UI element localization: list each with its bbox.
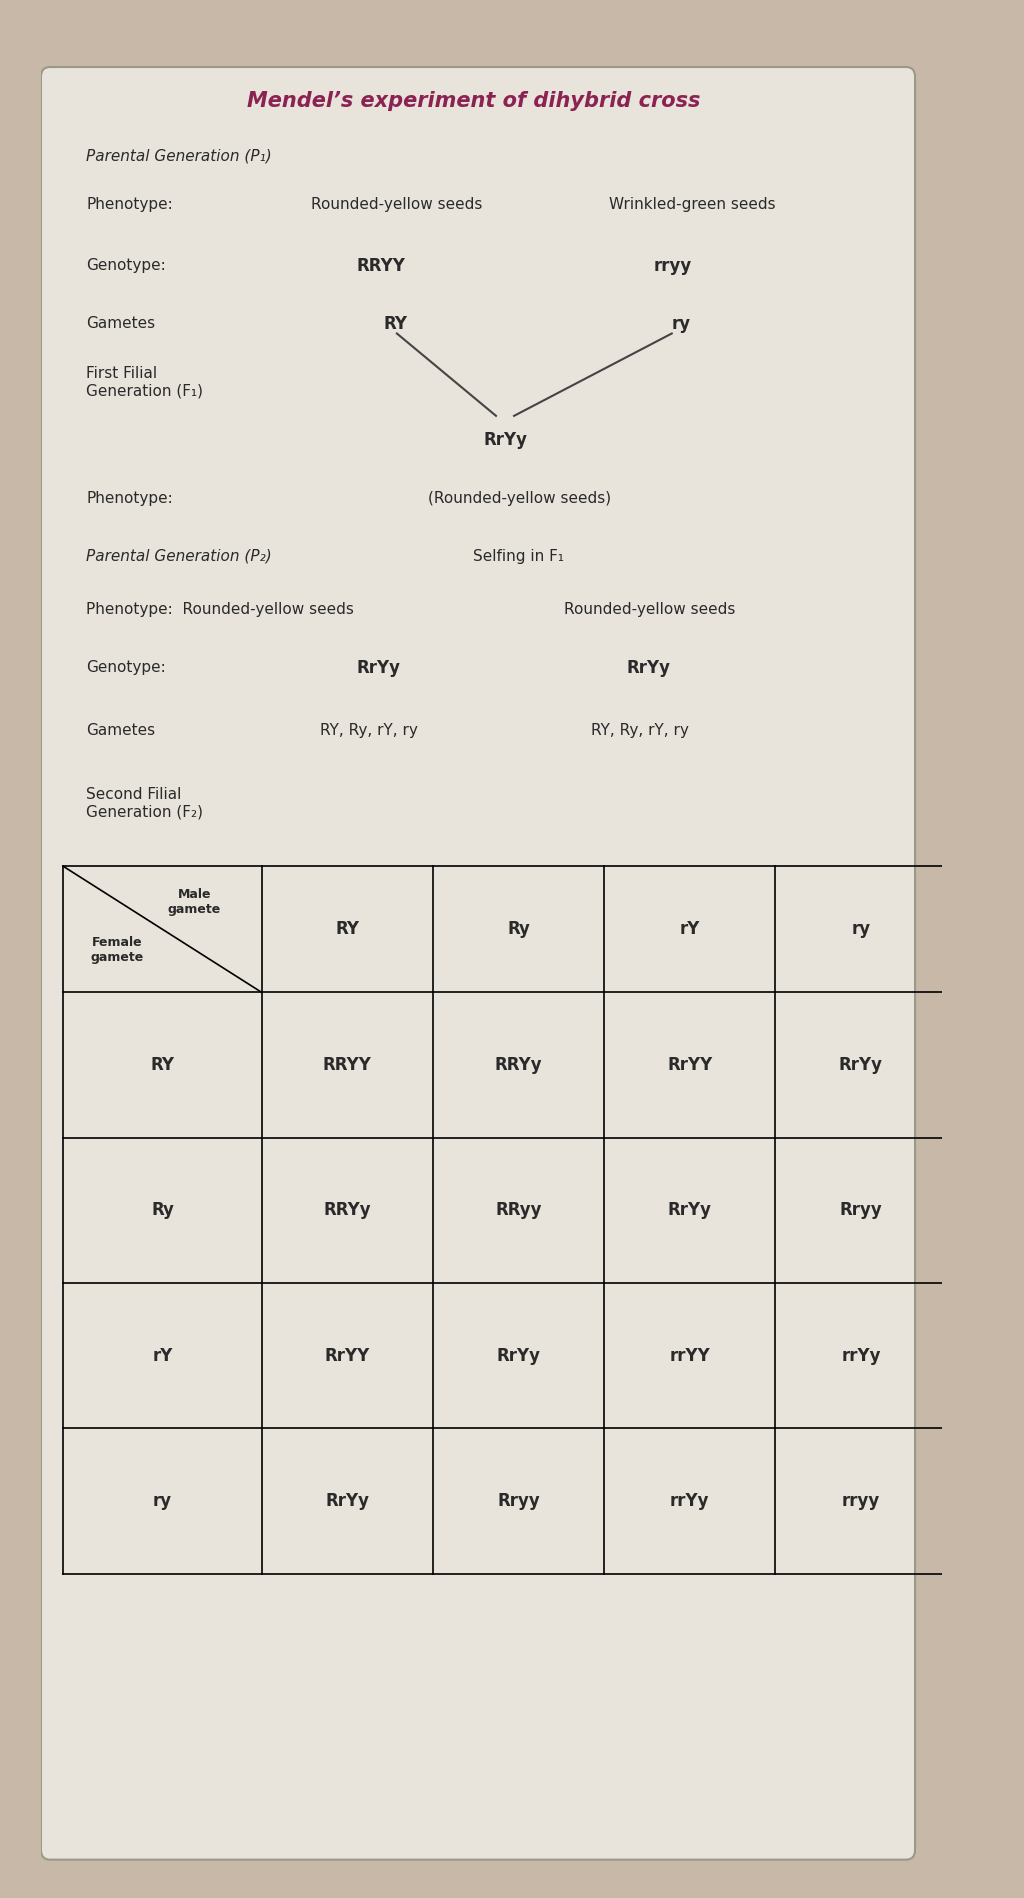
Text: RrYY: RrYY [325, 1348, 370, 1365]
Text: RRYy: RRYy [324, 1201, 371, 1219]
Text: RrYy: RrYy [839, 1055, 883, 1074]
Text: Mendel’s experiment of dihybrid cross: Mendel’s experiment of dihybrid cross [247, 91, 700, 110]
Text: RrYY: RrYY [668, 1055, 713, 1074]
Text: RRyy: RRyy [496, 1201, 542, 1219]
Text: RRYy: RRYy [495, 1055, 543, 1074]
Text: RY: RY [383, 315, 408, 332]
Text: ry: ry [672, 315, 691, 332]
Text: Ry: Ry [152, 1201, 174, 1219]
Text: RrYy: RrYy [497, 1348, 541, 1365]
Text: RrYy: RrYy [668, 1201, 712, 1219]
Text: Parental Generation (P₂): Parental Generation (P₂) [86, 549, 271, 564]
Text: RrYy: RrYy [627, 659, 671, 678]
Text: Second Filial
Generation (F₂): Second Filial Generation (F₂) [86, 788, 203, 820]
Text: rrYy: rrYy [842, 1348, 881, 1365]
Text: rryy: rryy [653, 256, 692, 275]
FancyBboxPatch shape [41, 66, 915, 1860]
Text: Genotype:: Genotype: [86, 661, 166, 676]
Text: Wrinkled-green seeds: Wrinkled-green seeds [608, 197, 775, 213]
Text: Rryy: Rryy [840, 1201, 883, 1219]
Text: RrYy: RrYy [356, 659, 400, 678]
Text: RRYY: RRYY [323, 1055, 372, 1074]
Text: Phenotype:: Phenotype: [86, 197, 173, 213]
Text: RY: RY [335, 921, 359, 938]
Text: RrYy: RrYy [326, 1492, 370, 1511]
Text: Parental Generation (P₁): Parental Generation (P₁) [86, 148, 271, 163]
Text: rrYy: rrYy [670, 1492, 710, 1511]
Text: RY, Ry, rY, ry: RY, Ry, rY, ry [591, 723, 688, 738]
Text: ry: ry [851, 921, 870, 938]
Text: ry: ry [153, 1492, 172, 1511]
Text: Female
gamete: Female gamete [91, 936, 144, 964]
Text: RY, Ry, rY, ry: RY, Ry, rY, ry [321, 723, 418, 738]
Text: Rounded-yellow seeds: Rounded-yellow seeds [563, 602, 735, 617]
Text: Phenotype:  Rounded-yellow seeds: Phenotype: Rounded-yellow seeds [86, 602, 354, 617]
Text: Genotype:: Genotype: [86, 258, 166, 273]
Text: RRYY: RRYY [356, 256, 406, 275]
Text: RY: RY [151, 1055, 175, 1074]
Text: (Rounded-yellow seeds): (Rounded-yellow seeds) [428, 492, 611, 505]
Text: rY: rY [680, 921, 700, 938]
Text: Male
gamete: Male gamete [168, 888, 221, 915]
Text: Ry: Ry [507, 921, 530, 938]
Text: First Filial
Generation (F₁): First Filial Generation (F₁) [86, 366, 203, 399]
Text: rrYY: rrYY [670, 1348, 710, 1365]
Text: Phenotype:: Phenotype: [86, 492, 173, 505]
Text: rryy: rryy [842, 1492, 880, 1511]
Text: Gametes: Gametes [86, 317, 156, 332]
Text: Rryy: Rryy [498, 1492, 540, 1511]
Text: rY: rY [153, 1348, 173, 1365]
Text: Selfing in F₁: Selfing in F₁ [473, 549, 564, 564]
Text: RrYy: RrYy [483, 431, 527, 450]
Text: Rounded-yellow seeds: Rounded-yellow seeds [311, 197, 482, 213]
Text: Gametes: Gametes [86, 723, 156, 738]
